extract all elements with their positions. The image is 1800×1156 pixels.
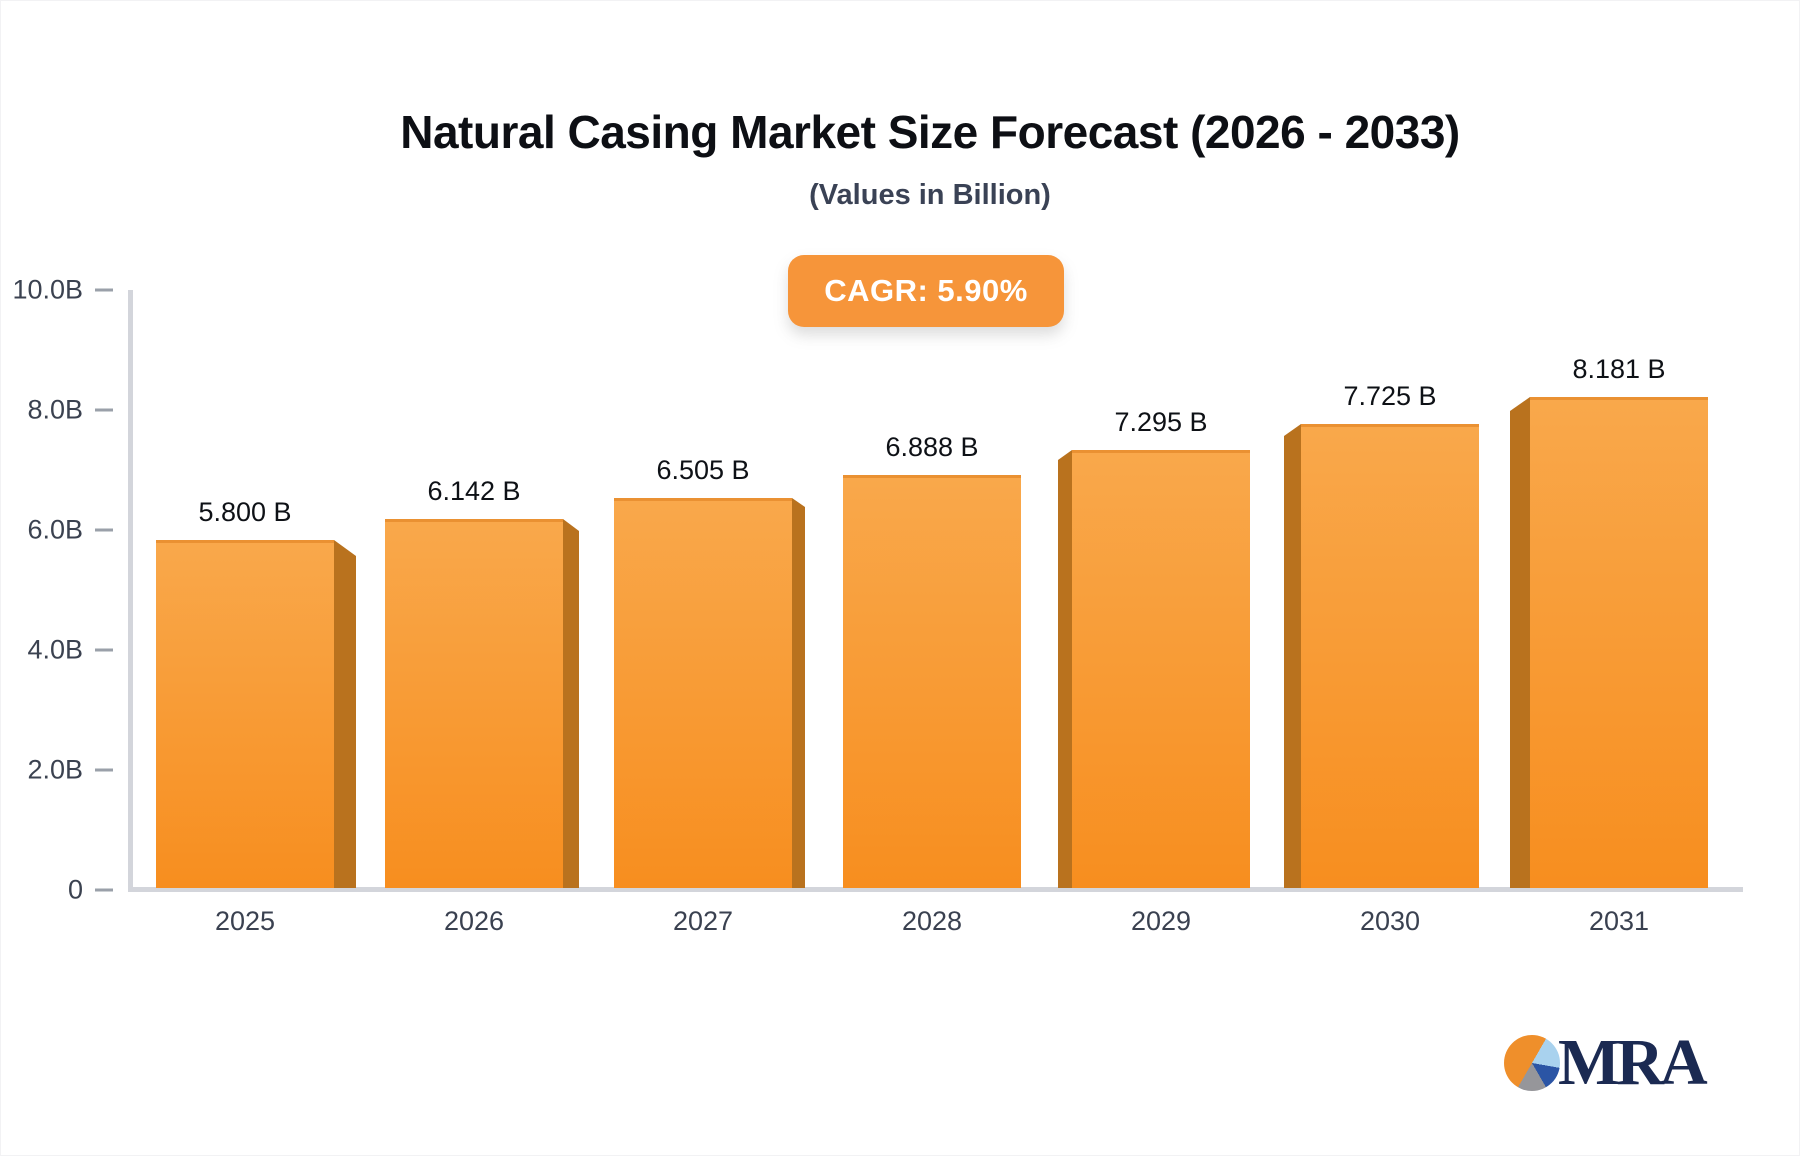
bar-3d-side: [334, 540, 356, 888]
y-tick-label: 4.0B: [27, 634, 83, 665]
y-tick-label: 10.0B: [12, 274, 83, 305]
bar-group: 7.725 B 2030: [1276, 290, 1505, 936]
y-tick: 6.0B: [1, 515, 113, 546]
bar: [1072, 450, 1250, 888]
pie-chart-icon: [1504, 1035, 1560, 1091]
bar: [614, 498, 792, 888]
y-axis-line: [128, 290, 133, 892]
y-tick-mark: [95, 288, 113, 292]
x-axis-label: 2030: [1359, 906, 1421, 936]
bar-group: 7.295 B 2029: [1047, 290, 1276, 936]
x-axis-label: 2025: [214, 906, 276, 936]
y-tick-label: 8.0B: [27, 394, 83, 425]
bar: [1301, 424, 1479, 888]
y-tick: 2.0B: [1, 755, 113, 786]
x-axis-line: [128, 887, 1743, 892]
bar-3d-side: [792, 498, 805, 888]
bar-group: 6.142 B 2026: [360, 290, 589, 936]
mra-logo: MRA: [1504, 1026, 1708, 1099]
y-tick-mark: [95, 408, 113, 412]
y-tick-label: 6.0B: [27, 514, 83, 545]
plot-area: 10.0B 8.0B 6.0B 4.0B 2.0B 0 5.800 B 2025 6.142 …: [12, 275, 1763, 936]
bar-value-label: 7.295 B: [1114, 407, 1208, 437]
bar-value-label: 7.725 B: [1343, 381, 1437, 411]
bars-container: 5.800 B 2025 6.142 B 2026 6.505 B 2027 6.888 B…: [131, 290, 1734, 936]
chart-title: Natural Casing Market Size Forecast (202…: [400, 106, 1460, 158]
x-axis-label: 2026: [443, 906, 505, 936]
x-axis-label: 2031: [1588, 906, 1650, 936]
bar-3d-side: [1058, 450, 1072, 888]
bar-3d-side: [563, 519, 579, 888]
y-tick: 8.0B: [1, 395, 113, 426]
bar-value-label: 8.181 B: [1572, 354, 1666, 384]
y-tick-mark: [95, 528, 113, 532]
x-axis-label: 2028: [901, 906, 963, 936]
y-tick-mark: [95, 648, 113, 652]
bar-group: 6.505 B 2027: [589, 290, 818, 936]
y-tick: 10.0B: [1, 275, 113, 306]
mra-logo-text: MRA: [1558, 1026, 1708, 1099]
bar: [385, 519, 563, 888]
bar-value-label: 6.142 B: [427, 476, 521, 506]
bar-group: 8.181 B 2031: [1505, 290, 1734, 936]
y-tick-label: 0: [67, 874, 83, 905]
bar-3d-side: [1510, 397, 1530, 888]
bar-value-label: 5.800 B: [198, 497, 292, 527]
y-tick: 4.0B: [1, 635, 113, 666]
y-tick-mark: [95, 888, 113, 892]
bar-value-label: 6.888 B: [885, 432, 979, 462]
bar: [1530, 397, 1708, 888]
chart-header: Natural Casing Market Size Forecast (202…: [61, 105, 1799, 212]
chart-subtitle: (Values in Billion): [809, 179, 1051, 211]
bar-group: 6.888 B 2028: [818, 290, 1047, 936]
y-tick-label: 2.0B: [27, 754, 83, 785]
x-axis-label: 2027: [672, 906, 734, 936]
y-tick-mark: [95, 768, 113, 772]
bar: [156, 540, 334, 888]
cagr-badge: CAGR: 5.90%: [788, 255, 1064, 327]
bar-3d-side: [1284, 424, 1301, 888]
bar: [843, 475, 1021, 888]
bar-value-label: 6.505 B: [656, 455, 750, 485]
y-tick: 0: [1, 875, 113, 906]
x-axis-label: 2029: [1130, 906, 1192, 936]
bar-group: 5.800 B 2025: [131, 290, 360, 936]
